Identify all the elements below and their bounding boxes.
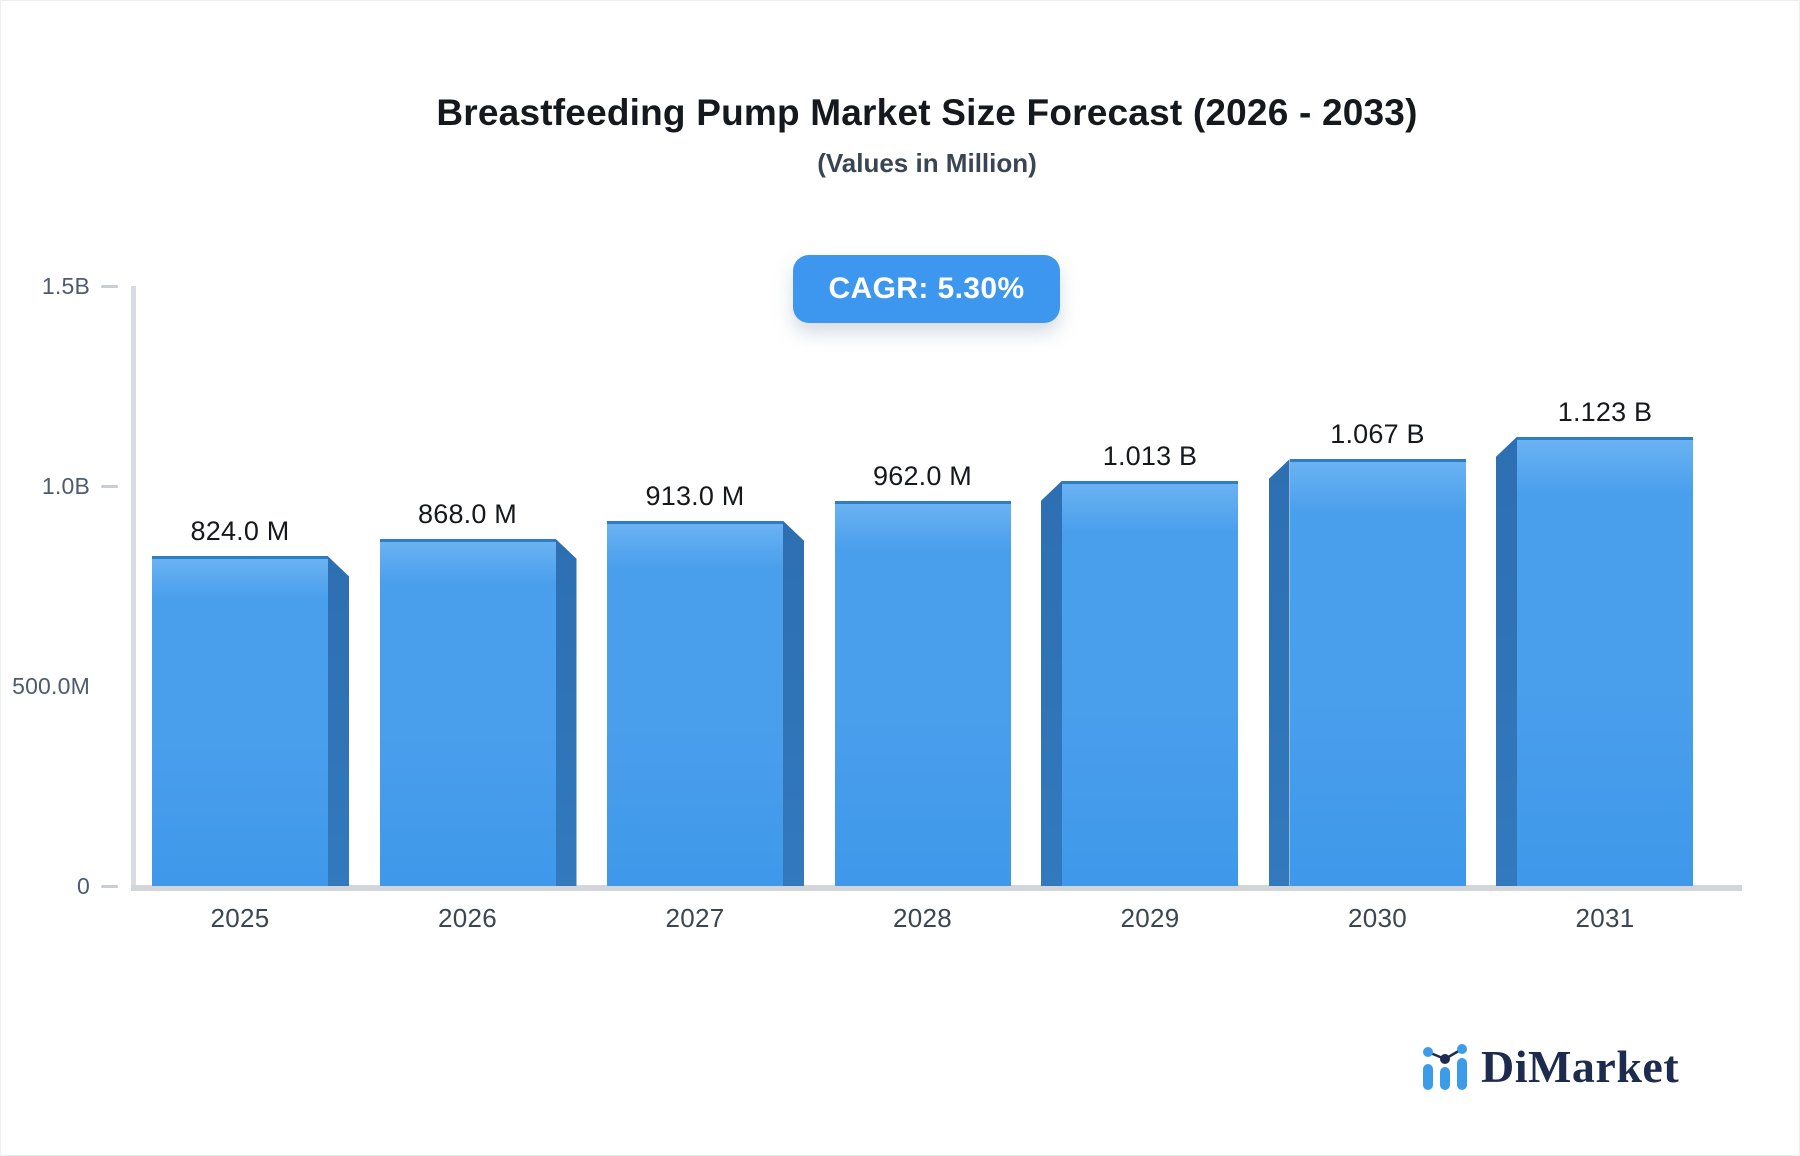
y-axis-label-0: 0 — [77, 873, 90, 899]
chart-header: Breastfeeding Pump Market Size Forecast … — [0, 92, 1800, 179]
bar-2028[interactable] — [834, 501, 1011, 886]
bar-2031-value-label: 1.123 B — [1557, 396, 1653, 427]
bar-2029-value-label: 1.013 B — [1102, 440, 1198, 471]
x-axis-baseline — [131, 885, 1742, 891]
bar-2031-side-face — [1496, 436, 1517, 886]
y-axis-label-1.5B: 1.5B — [41, 273, 90, 299]
bar-2031[interactable] — [1517, 436, 1693, 886]
bar-2027-value-label: 913.0 M — [645, 480, 745, 511]
bar-2029[interactable] — [1062, 480, 1238, 886]
bar-2025-side-face — [328, 556, 349, 886]
dimarket-logo[interactable]: DiMarket — [1420, 1040, 1679, 1092]
y-axis-label-1.0B: 1.0B — [41, 473, 90, 499]
bar-2028-value-label: 962.0 M — [873, 461, 972, 492]
bar-2029-side-face — [1041, 480, 1062, 886]
y-axis-tick-1.0B — [101, 484, 118, 488]
chart-title: Breastfeeding Pump Market Size Forecast … — [436, 92, 1418, 133]
y-axis-tick-0 — [101, 884, 118, 888]
bar-2026-value-label: 868.0 M — [418, 498, 517, 529]
logo-text: DiMarket — [1481, 1041, 1680, 1092]
x-axis-label-2027: 2027 — [665, 903, 725, 933]
x-axis-label-2026: 2026 — [437, 903, 498, 933]
x-axis-label-2028: 2028 — [892, 903, 953, 933]
cagr-badge: CAGR: 5.30% — [793, 255, 1060, 323]
chart-subtitle: (Values in Million) — [817, 148, 1037, 178]
y-axis-tick-1.5B — [101, 284, 118, 288]
x-axis-label-2029: 2029 — [1120, 903, 1180, 933]
x-axis-label-2030: 2030 — [1347, 903, 1408, 933]
y-axis-label-500.0M: 500.0M — [12, 673, 90, 699]
bar-2026[interactable] — [379, 538, 556, 886]
bar-2025-value-label: 824.0 M — [190, 516, 290, 547]
x-axis-label-2031: 2031 — [1575, 903, 1635, 933]
bar-2026-side-face — [555, 538, 577, 886]
x-axis-label-2025: 2025 — [210, 903, 270, 933]
bar-2025[interactable] — [152, 556, 328, 886]
bar-2027-side-face — [783, 520, 804, 886]
bar-2027[interactable] — [607, 520, 783, 886]
bar-2030[interactable] — [1289, 459, 1466, 886]
bar-2030-side-face — [1268, 459, 1290, 886]
bar-2030-value-label: 1.067 B — [1330, 419, 1425, 450]
mini-bar-line-chart-icon — [1423, 1044, 1467, 1090]
y-axis-line — [131, 286, 136, 891]
